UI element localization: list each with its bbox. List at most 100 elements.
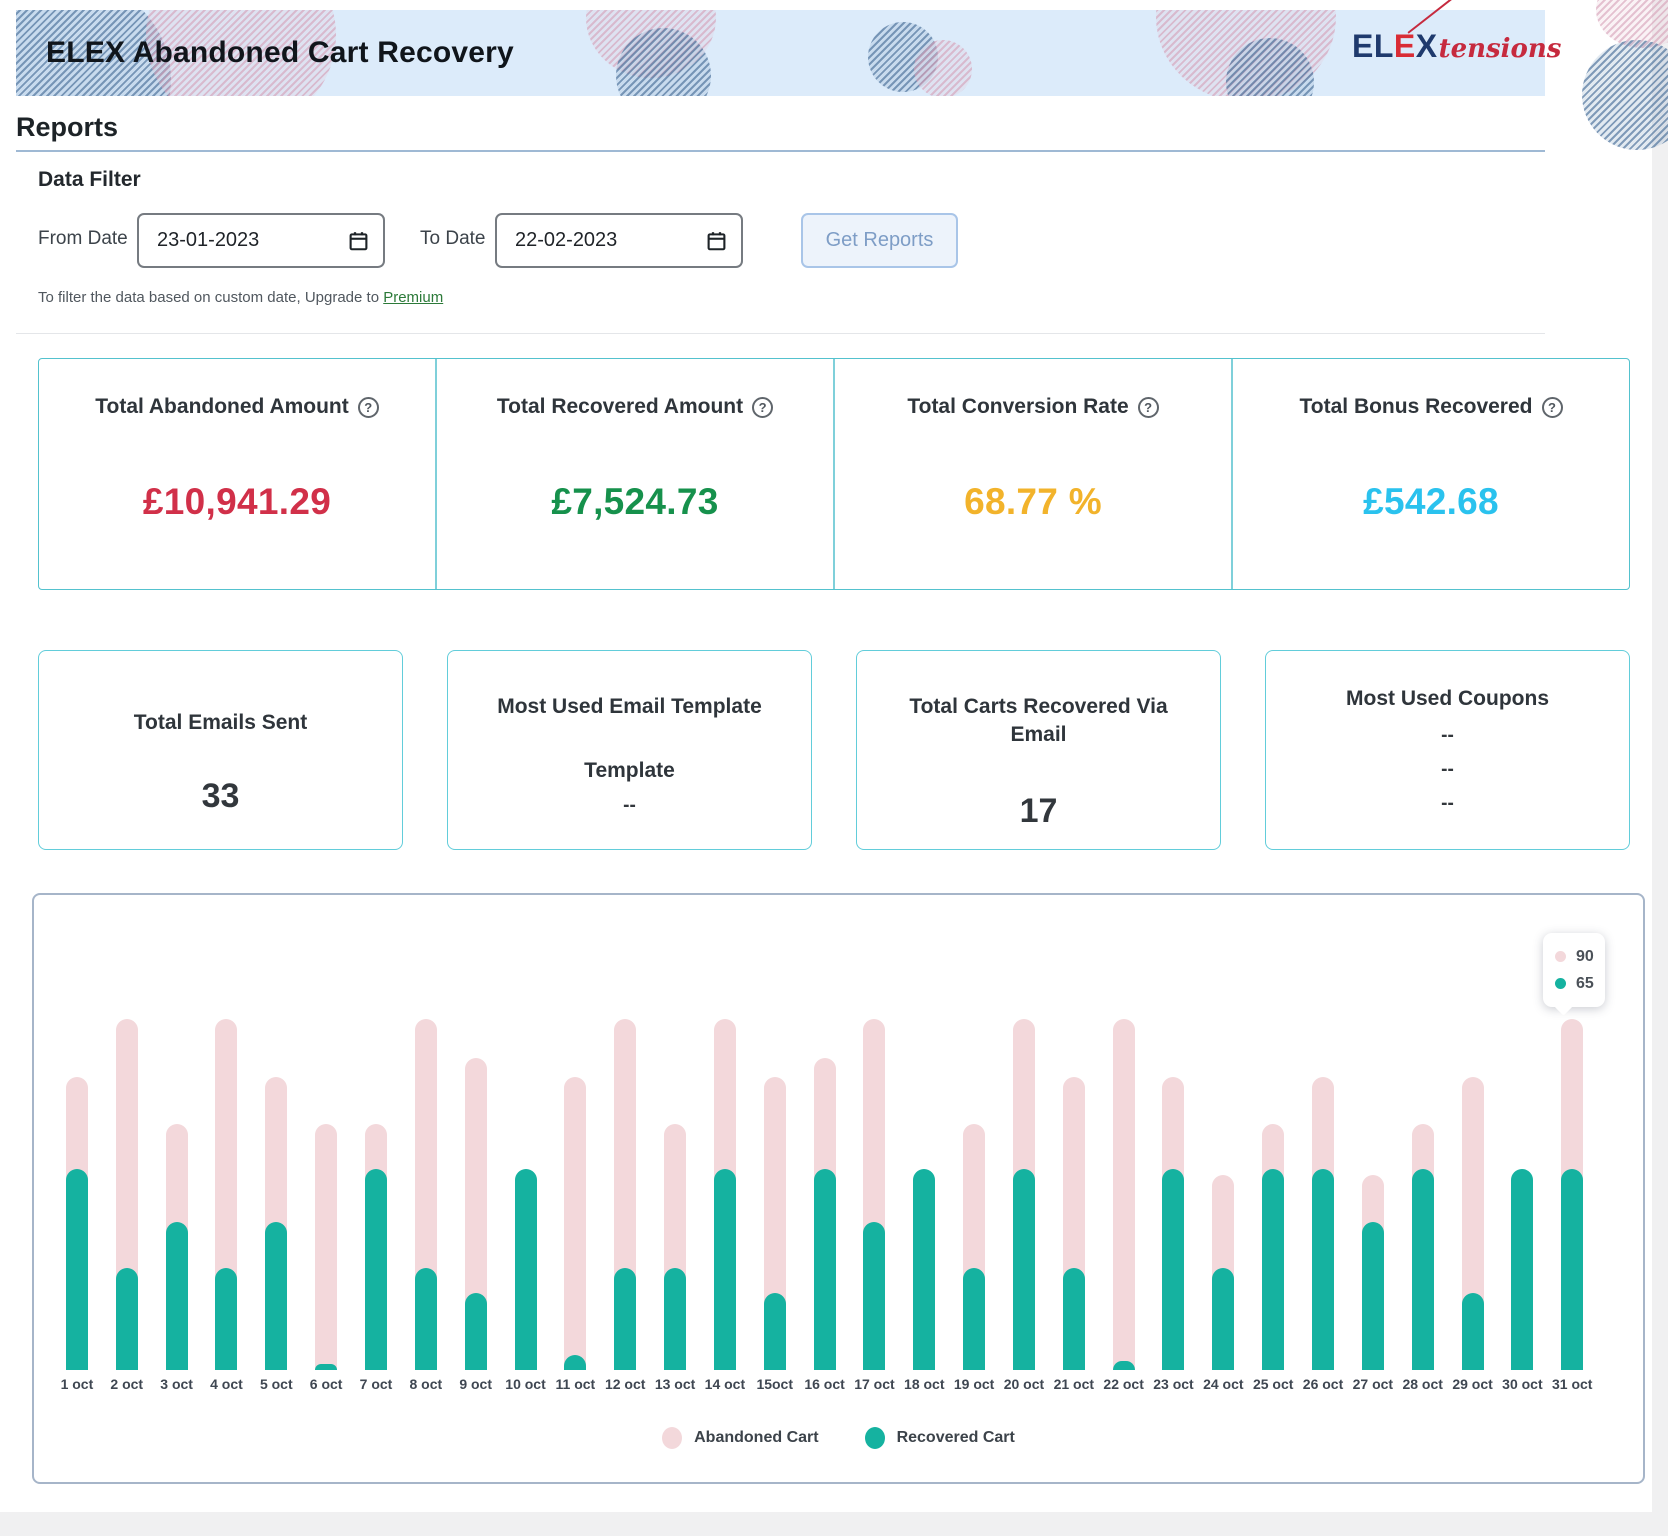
chart-bar-group[interactable] <box>1248 895 1298 1370</box>
x-axis-label: 10 oct <box>505 1376 546 1392</box>
filter-note: To filter the data based on custom date,… <box>38 289 443 306</box>
chart-bar-group[interactable] <box>650 895 700 1370</box>
recovered-bar[interactable] <box>1461 1293 1484 1370</box>
from-date-input[interactable]: 23-01-2023 <box>137 213 385 268</box>
x-axis-label: 2 oct <box>110 1376 144 1392</box>
abandoned-bar[interactable] <box>1112 1019 1135 1370</box>
help-icon[interactable]: ? <box>357 396 379 418</box>
tooltip-recovered-value: 65 <box>1576 975 1594 993</box>
chart-bar-group[interactable] <box>999 895 1049 1370</box>
x-axis-label: 28 oct <box>1402 1376 1443 1392</box>
from-date-value: 23-01-2023 <box>157 229 260 251</box>
x-axis-label: 1 oct <box>60 1376 94 1392</box>
chart-bar-group[interactable] <box>1298 895 1348 1370</box>
recovered-bar[interactable] <box>564 1355 587 1370</box>
recovered-bar[interactable] <box>1012 1169 1035 1370</box>
recovered-bar[interactable] <box>614 1268 637 1370</box>
recovered-bar[interactable] <box>1112 1361 1135 1370</box>
chart-bar-group[interactable] <box>102 895 152 1370</box>
chart-bar-group[interactable] <box>152 895 202 1370</box>
get-reports-button[interactable]: Get Reports <box>801 213 958 268</box>
chart-bar-group[interactable] <box>700 895 750 1370</box>
recovered-bar[interactable] <box>514 1169 537 1370</box>
chart-bar-group[interactable] <box>351 895 401 1370</box>
chart-bar-group[interactable] <box>1049 895 1099 1370</box>
to-date-input[interactable]: 22-02-2023 <box>495 213 743 268</box>
stat-total-abandoned: Total Abandoned Amount ? £10,941.29 <box>39 359 435 589</box>
chart-bar-group[interactable] <box>1198 895 1248 1370</box>
premium-link[interactable]: Premium <box>383 289 444 306</box>
logo-text: X <box>1415 28 1438 64</box>
chart-bar-group[interactable] <box>401 895 451 1370</box>
chart-bar-group[interactable] <box>301 895 351 1370</box>
card-value: Template <box>584 759 675 783</box>
recovered-bar[interactable] <box>165 1222 188 1370</box>
abandoned-bar[interactable] <box>315 1124 338 1370</box>
abandoned-bar[interactable] <box>564 1077 587 1370</box>
chart-bar-group[interactable] <box>600 895 650 1370</box>
chart-bar-group[interactable] <box>899 895 949 1370</box>
legend-abandoned-cart[interactable]: Abandoned Cart <box>662 1427 819 1449</box>
recovered-bar[interactable] <box>813 1169 836 1370</box>
chart-bar-group[interactable] <box>1099 895 1149 1370</box>
chart-bar-group[interactable] <box>52 895 102 1370</box>
recovered-bar[interactable] <box>1511 1169 1534 1370</box>
chart-bar-group[interactable] <box>251 895 301 1370</box>
chart-bar-group[interactable] <box>202 895 252 1370</box>
chart-bar-group[interactable] <box>1547 895 1597 1370</box>
recovered-bar[interactable] <box>963 1268 986 1370</box>
recovered-bar[interactable] <box>464 1293 487 1370</box>
x-axis-label: 24 oct <box>1203 1376 1244 1392</box>
card-value: 33 <box>201 777 240 816</box>
help-icon[interactable]: ? <box>752 396 774 418</box>
recovered-bar[interactable] <box>1312 1169 1335 1370</box>
recovered-bar[interactable] <box>913 1169 936 1370</box>
recovered-bar[interactable] <box>364 1169 387 1370</box>
recovered-bar[interactable] <box>713 1169 736 1370</box>
chart-bar-group[interactable] <box>800 895 850 1370</box>
calendar-icon[interactable] <box>348 230 369 251</box>
help-icon[interactable]: ? <box>1541 396 1563 418</box>
recovered-bar[interactable] <box>1212 1268 1235 1370</box>
recovered-bar[interactable] <box>414 1268 437 1370</box>
legend-recovered-cart[interactable]: Recovered Cart <box>864 1427 1015 1449</box>
chart-bar-group[interactable] <box>451 895 501 1370</box>
recovered-bar[interactable] <box>65 1169 88 1370</box>
from-date-label: From Date <box>38 228 128 249</box>
chart-bar-group[interactable] <box>1448 895 1498 1370</box>
help-icon[interactable]: ? <box>1137 396 1159 418</box>
chart-bar-group[interactable] <box>1348 895 1398 1370</box>
recovered-bar[interactable] <box>1262 1169 1285 1370</box>
decor-circle-pink <box>914 40 972 96</box>
chart-bar-group[interactable] <box>1497 895 1547 1370</box>
recovered-bar[interactable] <box>315 1364 338 1370</box>
recovered-bar[interactable] <box>1361 1222 1384 1370</box>
recovered-bar[interactable] <box>215 1268 238 1370</box>
recovered-bar[interactable] <box>1162 1169 1185 1370</box>
x-axis-label: 31 oct <box>1552 1376 1593 1392</box>
chart-bar-group[interactable] <box>750 895 800 1370</box>
recovered-bar[interactable] <box>115 1268 138 1370</box>
recovered-bar[interactable] <box>1561 1169 1584 1370</box>
recovered-bar[interactable] <box>664 1268 687 1370</box>
to-date-label: To Date <box>420 228 486 249</box>
calendar-icon[interactable] <box>706 230 727 251</box>
chart-x-axis: 1 oct 2 oct 3 oct 4 oct 5 oct 6 oct 7 oct 8 oct… <box>52 1376 1597 1392</box>
recovered-bar[interactable] <box>265 1222 288 1370</box>
recovered-bar[interactable] <box>763 1293 786 1370</box>
chart-bar-group[interactable] <box>501 895 551 1370</box>
stat-label: Total Bonus Recovered <box>1299 395 1533 418</box>
chart-bar-group[interactable] <box>949 895 999 1370</box>
chart-bar-group[interactable] <box>550 895 600 1370</box>
x-axis-label: 7 oct <box>359 1376 393 1392</box>
x-axis-label: 20 oct <box>1003 1376 1045 1392</box>
recovered-bar[interactable] <box>1411 1169 1434 1370</box>
data-filter-title: Data Filter <box>38 168 141 191</box>
x-axis-label: 30 oct <box>1502 1376 1543 1392</box>
chart-bar-group[interactable] <box>1398 895 1448 1370</box>
abandoned-bar[interactable] <box>464 1058 487 1370</box>
chart-bar-group[interactable] <box>850 895 900 1370</box>
recovered-bar[interactable] <box>863 1222 886 1370</box>
recovered-bar[interactable] <box>1062 1268 1085 1370</box>
chart-bar-group[interactable] <box>1149 895 1199 1370</box>
